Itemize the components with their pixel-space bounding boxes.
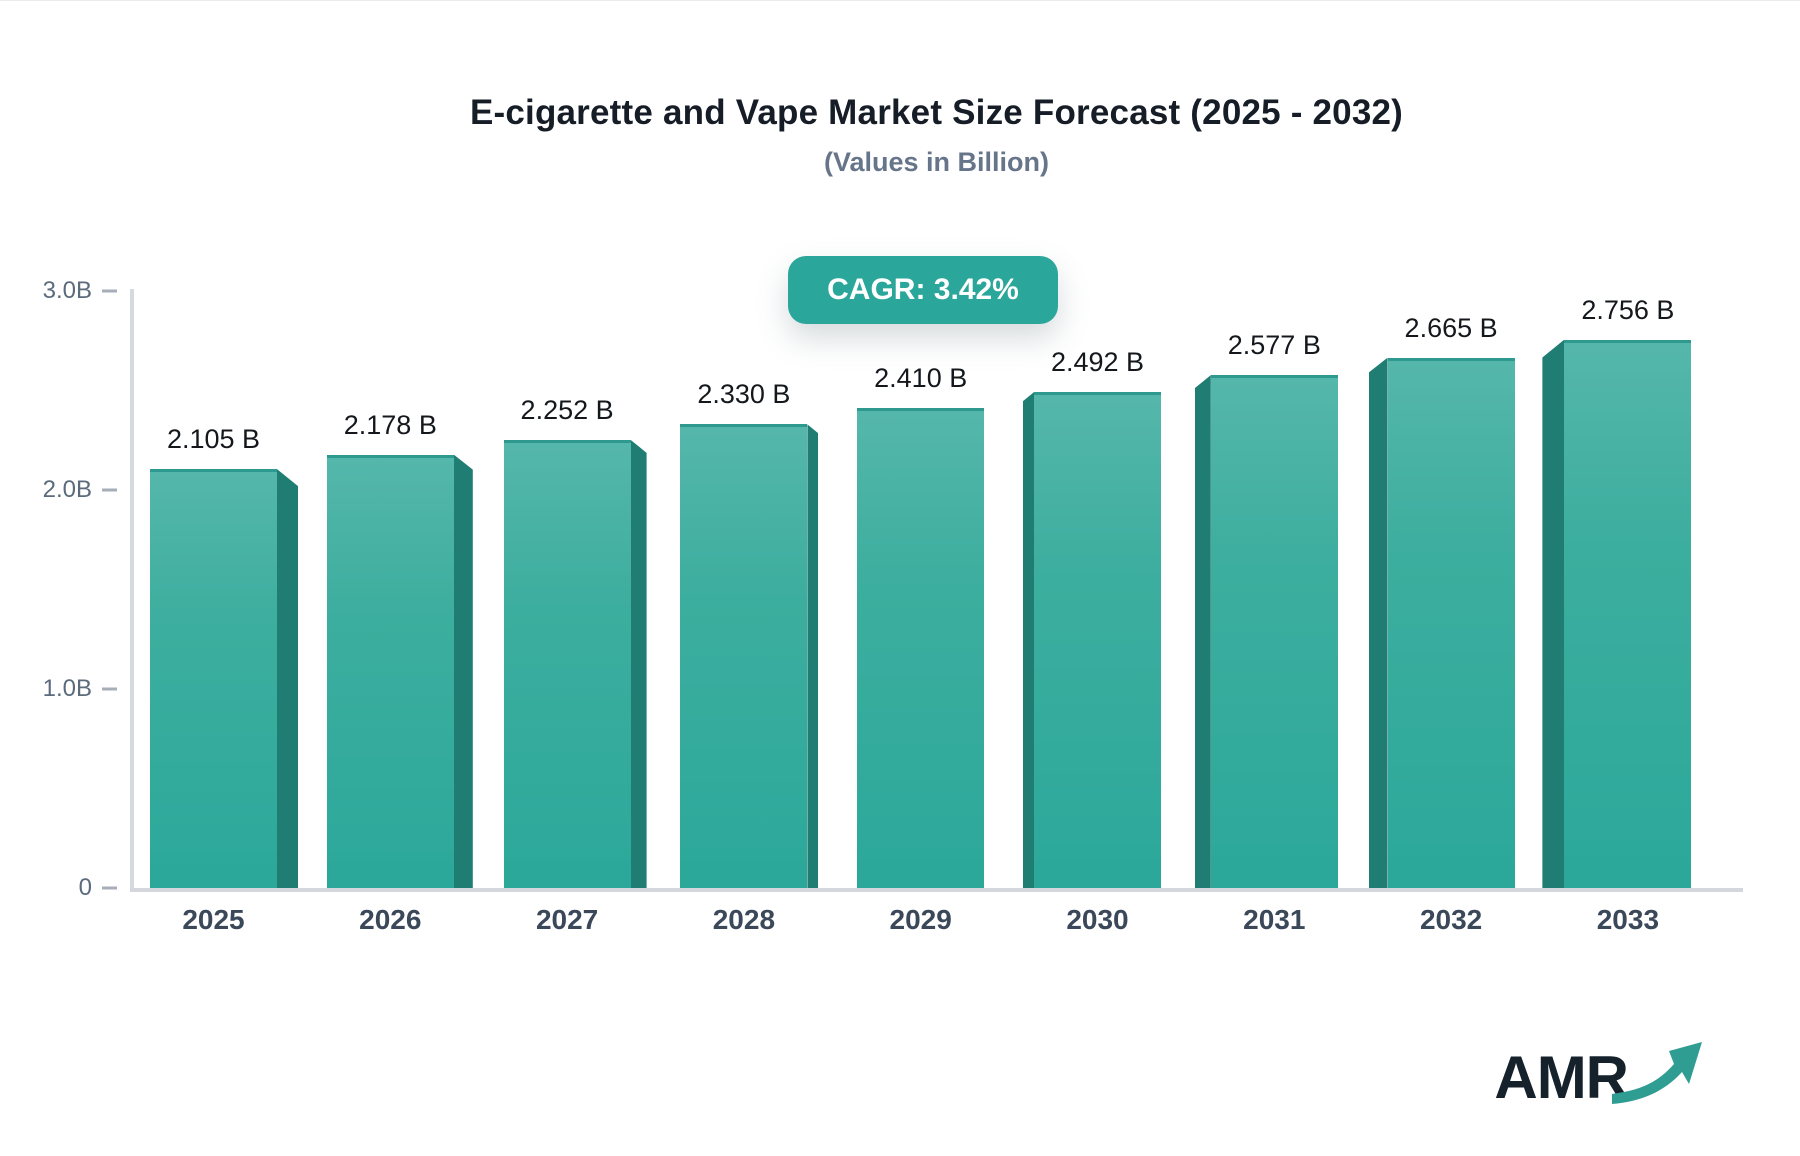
x-axis-label-2028: 2028: [712, 904, 776, 935]
x-axis-line: [130, 888, 1743, 892]
cagr-badge: CAGR: 3.42%: [788, 256, 1058, 324]
logo-arrow-icon: [1612, 1042, 1702, 1104]
y-tick-mark: [102, 289, 117, 293]
amr-logo: AMR: [1494, 1038, 1704, 1108]
bar-side-3d: [630, 439, 647, 888]
bar-2031: [1210, 375, 1338, 888]
bar-side-3d: [277, 469, 298, 888]
bar-value-label: 2.105 B: [166, 424, 261, 455]
bar-side-3d: [1023, 392, 1034, 888]
bar-2029: [857, 408, 985, 888]
chart-header: E-cigarette and Vape Market Size Forecas…: [130, 93, 1743, 178]
cagr-badge-label: CAGR: 3.42%: [827, 273, 1019, 306]
x-axis-label-2027: 2027: [535, 904, 599, 935]
x-axis-label-2026: 2026: [359, 904, 422, 935]
x-axis-label-2029: 2029: [889, 904, 952, 935]
y-tick-label: 3.0B: [42, 277, 92, 304]
bar-value-label: 2.178 B: [343, 409, 437, 440]
x-axis-label-2025: 2025: [182, 904, 245, 935]
y-tick-mark: [102, 488, 117, 492]
bar-side-3d: [1368, 357, 1388, 888]
y-tick-mark: [102, 687, 117, 691]
bar-2026: [326, 454, 454, 888]
bar-2032: [1387, 357, 1515, 888]
bar-side-3d: [453, 454, 473, 888]
y-tick-label: 0: [78, 874, 92, 901]
bar-side-3d: [1194, 375, 1211, 888]
bar-side-3d: [807, 424, 819, 888]
bar-2030: [1034, 392, 1161, 888]
x-axis-label-2030: 2030: [1066, 904, 1129, 935]
bar-value-label: 2.330 B: [697, 379, 791, 410]
x-axis-label-2031: 2031: [1243, 904, 1306, 935]
y-tick-label: 2.0B: [42, 476, 92, 503]
y-tick-mark: [102, 886, 117, 890]
bar-value-label: 2.665 B: [1404, 312, 1498, 343]
amr-logo-text: AMR: [1494, 1044, 1629, 1111]
bar-2027: [503, 439, 631, 888]
bar-value-label: 2.756 B: [1581, 294, 1675, 325]
y-axis-line: [130, 289, 134, 890]
x-axis-label-2033: 2033: [1596, 904, 1660, 935]
x-axis-label-2032: 2032: [1419, 904, 1483, 935]
bar-2033: [1564, 339, 1692, 888]
bar-value-label: 2.492 B: [1050, 347, 1145, 378]
bar-value-label: 2.577 B: [1227, 330, 1321, 361]
y-tick-label: 1.0B: [42, 675, 92, 702]
bar-value-label: 2.252 B: [520, 394, 614, 425]
bar-side-3d: [1542, 339, 1565, 888]
bar-value-label: 2.410 B: [874, 363, 968, 394]
chart-subtitle: (Values in Billion): [823, 147, 1050, 177]
chart-title: E-cigarette and Vape Market Size Forecas…: [469, 93, 1404, 132]
bar-2028: [680, 424, 808, 888]
bar-2025: [150, 469, 277, 888]
